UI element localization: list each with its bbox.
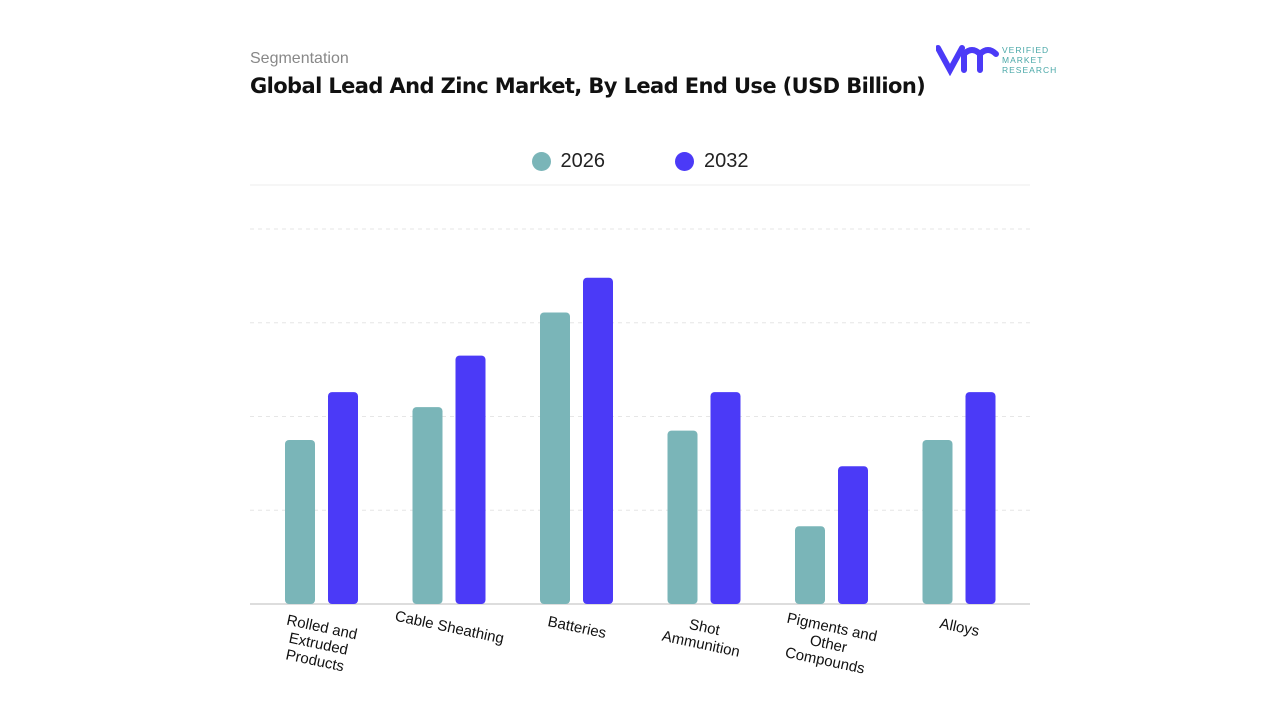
svg-text:MARKET: MARKET	[1002, 55, 1043, 65]
legend-item-2032: 2032	[675, 150, 749, 173]
bar-2032	[710, 392, 741, 604]
x-tick-label: ShotAmmunition	[660, 611, 745, 661]
bar-2026	[540, 312, 570, 604]
legend-label: 2032	[704, 150, 749, 172]
bar-2032	[328, 392, 358, 604]
legend-item-2026: 2026	[531, 150, 606, 173]
x-tick-label-line: Cable Sheathing	[393, 608, 505, 648]
bar-2026	[922, 439, 953, 604]
x-tick-label: Pigments andOtherCompounds	[778, 610, 878, 679]
bar-2026	[795, 526, 825, 604]
legend-swatch	[675, 152, 694, 171]
vmr-logo: VERIFIED MARKET RESEARCH	[935, 44, 1061, 81]
x-tick-label-line: Alloys	[938, 615, 981, 640]
x-tick-label: Alloys	[938, 615, 981, 640]
x-tick-label-line: Shot	[688, 616, 723, 639]
svg-text:RESEARCH: RESEARCH	[1002, 65, 1057, 75]
x-tick-label: Rolled andExtrudedProducts	[278, 612, 359, 677]
x-tick-label: Cable Sheathing	[393, 608, 505, 648]
bar-2026	[412, 407, 443, 604]
x-tick-label: Batteries	[546, 613, 607, 642]
legend: 2026 2032	[0, 150, 1280, 173]
svg-text:VERIFIED: VERIFIED	[1002, 45, 1049, 55]
legend-label: 2026	[560, 150, 606, 172]
bar-2032	[965, 392, 996, 604]
bar-2026	[285, 439, 315, 604]
bar-2032	[455, 355, 486, 604]
segment-label: Segmentation	[250, 50, 349, 67]
bar-2032	[838, 466, 868, 604]
bar-2026	[667, 430, 698, 604]
bar-2032	[583, 277, 613, 604]
chart-title: Global Lead And Zinc Market, By Lead End…	[250, 74, 926, 98]
x-tick-label-line: Batteries	[546, 613, 607, 642]
legend-swatch	[531, 152, 551, 171]
